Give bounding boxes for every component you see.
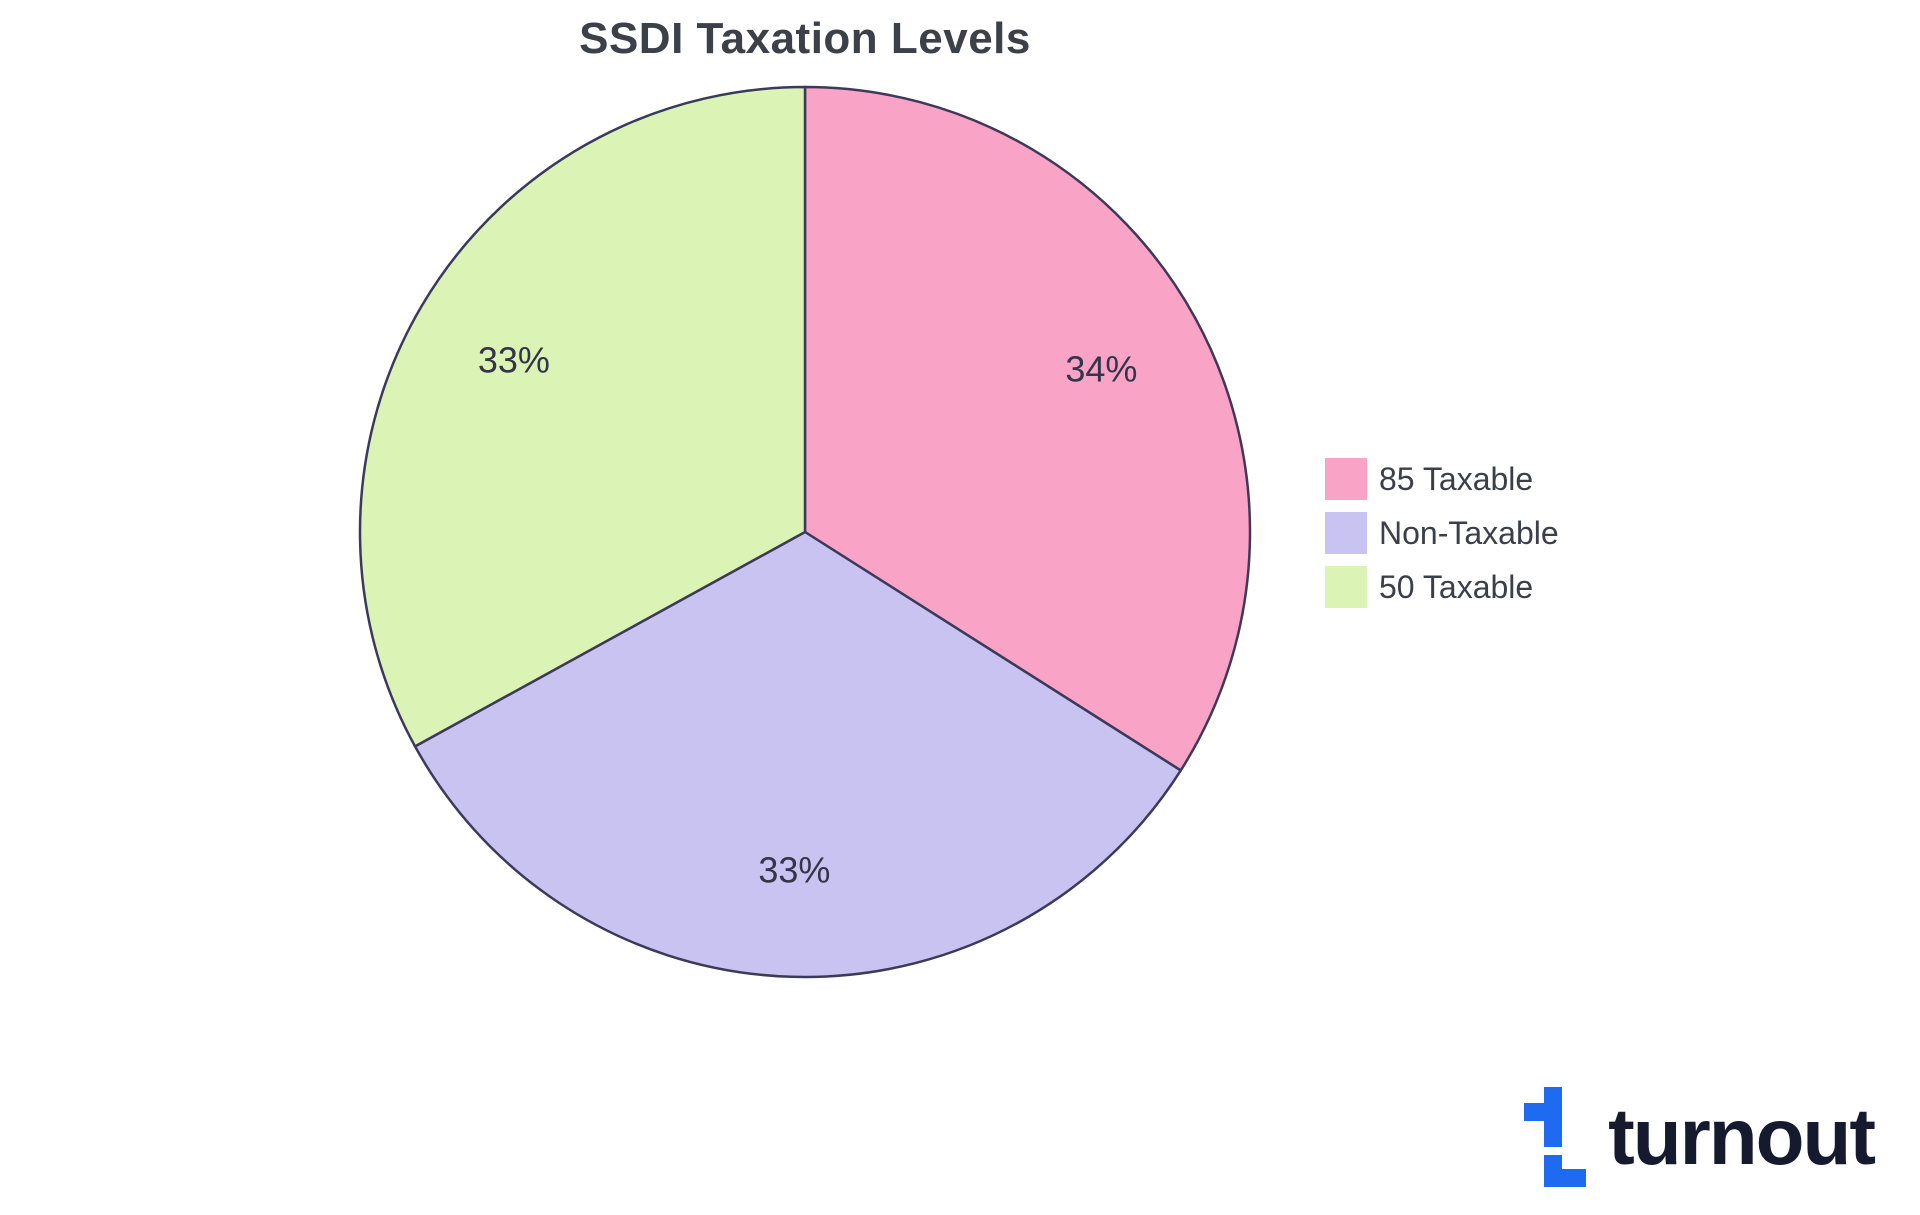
pie-chart-area: 34% 33% 33% bbox=[350, 77, 1260, 987]
turnout-logo-icon bbox=[1524, 1087, 1587, 1187]
legend-label: Non-Taxable bbox=[1379, 514, 1559, 551]
pie-slice-85-taxable bbox=[803, 85, 1252, 772]
chart-legend: 85 Taxable Non-Taxable 50 Taxable bbox=[1325, 458, 1559, 608]
pie-slice-50-taxable bbox=[358, 85, 807, 748]
brand-logo: turnout bbox=[1524, 1087, 1876, 1187]
chart-title: SSDI Taxation Levels bbox=[579, 14, 1031, 63]
legend-row: 50 Taxable bbox=[1325, 566, 1559, 608]
slice-percent-label: 33% bbox=[478, 339, 550, 380]
pie-chart: 34% 33% 33% bbox=[358, 85, 1252, 979]
turnout-t-icon-shape bbox=[1544, 1155, 1587, 1187]
legend-label: 50 Taxable bbox=[1379, 568, 1534, 605]
brand-logo-text: turnout bbox=[1608, 1092, 1876, 1181]
legend-row: 85 Taxable bbox=[1325, 458, 1559, 500]
legend-swatch bbox=[1325, 566, 1367, 608]
turnout-t-icon-shape bbox=[1544, 1087, 1563, 1147]
pie-slice-non-taxable bbox=[413, 530, 1182, 979]
slice-percent-label: 34% bbox=[1065, 349, 1137, 390]
legend-swatch bbox=[1325, 458, 1367, 500]
legend-label: 85 Taxable bbox=[1379, 460, 1534, 497]
slice-percent-label: 33% bbox=[758, 850, 830, 891]
legend-row: Non-Taxable bbox=[1325, 512, 1559, 554]
legend-swatch bbox=[1325, 512, 1367, 554]
